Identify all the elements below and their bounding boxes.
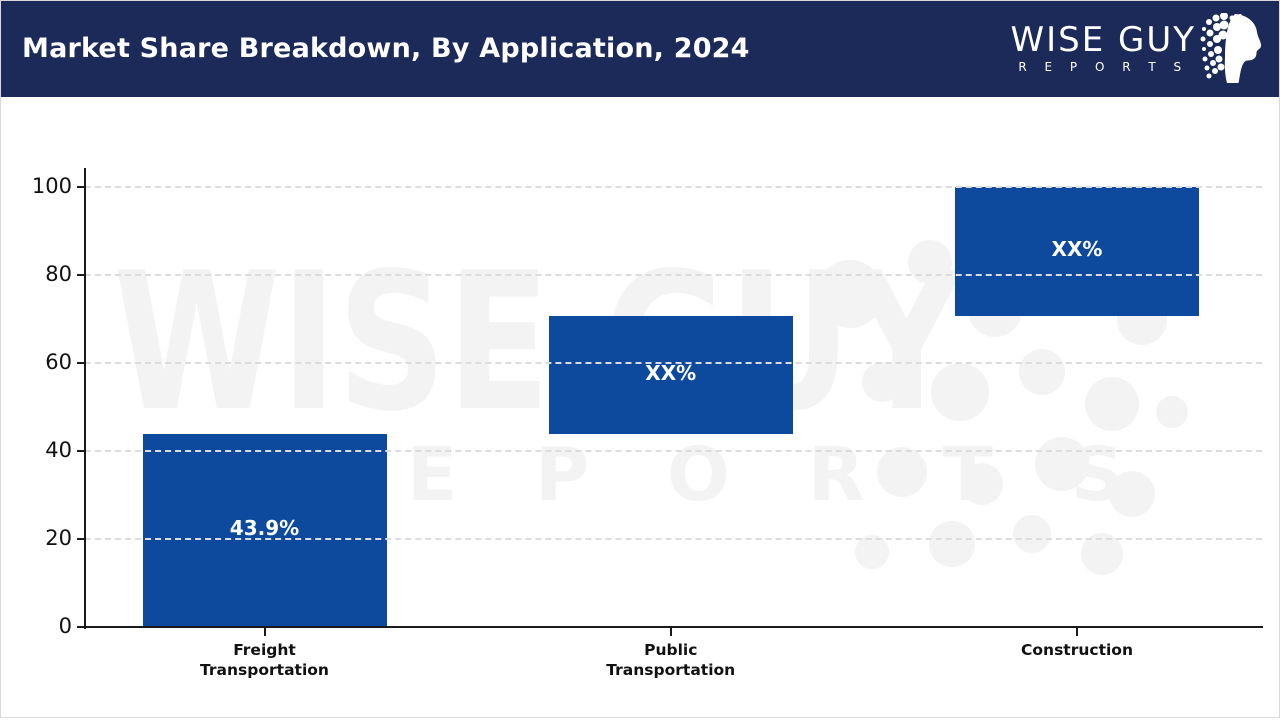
gridline-80 [85, 274, 1262, 276]
gridline-100 [85, 186, 1262, 188]
y-axis-tick [77, 450, 85, 452]
plot-area: 0 20 40 60 80 100 43.9% Freight Transportation XX… [0, 97, 1280, 718]
y-axis-tick [77, 186, 85, 188]
bar-value-label-freight-transportation: 43.9% [229, 516, 300, 541]
y-axis-tick [77, 538, 85, 540]
x-axis-category-label-public-transportation: Public Transportation [606, 641, 736, 679]
x-axis-category-label-freight-transportation: Freight Transportation [200, 641, 329, 679]
wise-guy-face-icon [1200, 13, 1262, 83]
bar-value-label-construction: XX% [1051, 237, 1103, 262]
gridline-40 [85, 450, 1262, 452]
bar-construction [955, 187, 1199, 316]
y-axis-line [84, 168, 86, 629]
y-axis-tick-label: 40 [45, 438, 72, 462]
y-axis-tick-label: 100 [31, 174, 72, 198]
logo-sub-text: R E P O R T S [1018, 60, 1189, 75]
y-axis-tick-label: 20 [45, 526, 72, 550]
y-axis-tick-label: 0 [58, 614, 72, 638]
gridline-60 [85, 362, 1262, 364]
y-axis-tick-label: 80 [45, 262, 72, 286]
header-banner: Market Share Breakdown, By Application, … [0, 0, 1280, 97]
x-axis-tick [1076, 628, 1078, 636]
page-title: Market Share Breakdown, By Application, … [22, 33, 750, 64]
logo-brand-text: WISE GUY [1010, 19, 1196, 60]
y-axis-tick [77, 626, 85, 628]
bar-public-transportation [548, 315, 793, 434]
gridline-20 [85, 538, 1262, 540]
x-axis-category-label-construction: Construction [1021, 641, 1133, 659]
x-axis-tick [669, 628, 672, 636]
y-axis-tick [77, 274, 85, 276]
y-axis-tick [77, 362, 85, 364]
y-axis-tick-label: 60 [45, 350, 72, 374]
wise-guy-logo: WISE GUY R E P O R T S [1010, 13, 1264, 83]
x-axis-tick [263, 628, 266, 636]
bar-freight-transportation [142, 433, 387, 627]
bar-value-label-public-transportation: XX% [645, 360, 697, 385]
x-axis-line [84, 626, 1263, 628]
